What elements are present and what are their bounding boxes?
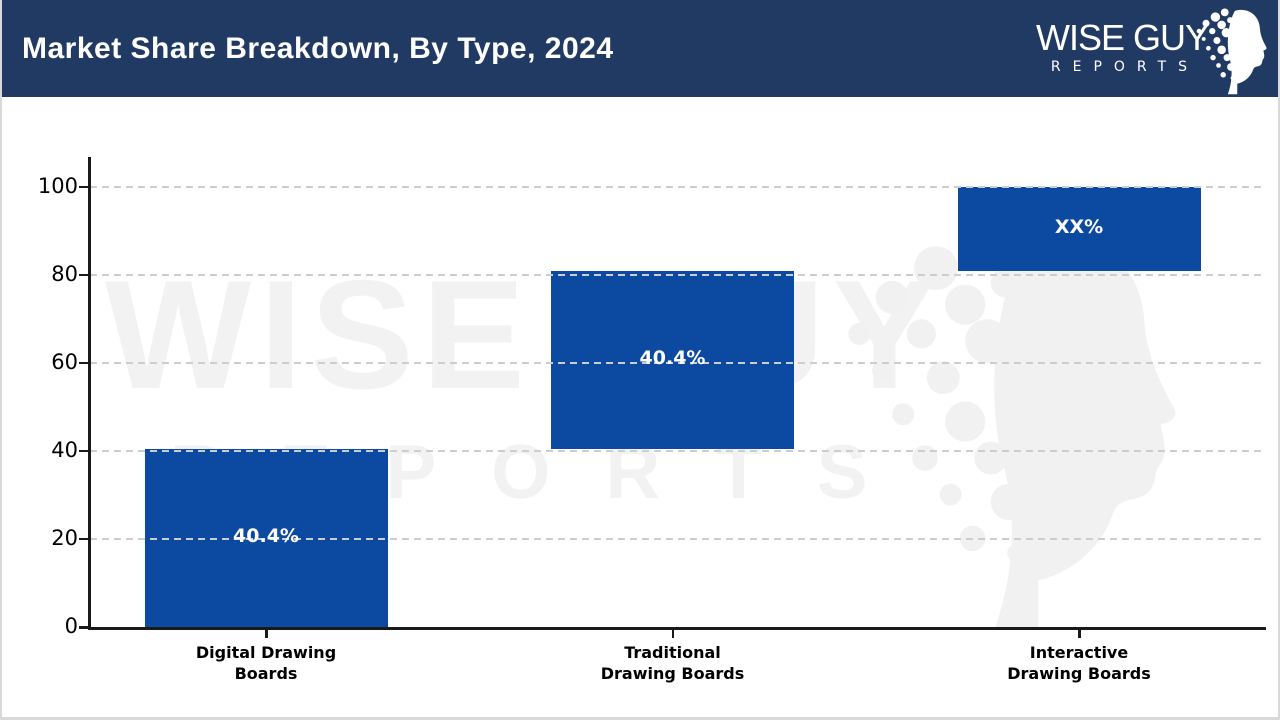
page-title: Market Share Breakdown, By Type, 2024 bbox=[22, 31, 614, 65]
watermark-face-icon bbox=[848, 227, 1176, 630]
y-tick-mark bbox=[79, 626, 90, 629]
x-tick-mark bbox=[671, 629, 674, 638]
gridline bbox=[90, 537, 1264, 540]
y-tick-mark bbox=[79, 537, 90, 541]
bar-value-label: 40.4% bbox=[233, 525, 299, 548]
bar-value-label: 40.4% bbox=[639, 347, 706, 370]
gridline bbox=[90, 449, 1264, 452]
x-axis-spine bbox=[88, 627, 1266, 630]
y-tick-label: 20 bbox=[51, 525, 78, 550]
y-tick-mark bbox=[79, 185, 90, 188]
x-tick-label-line: Interactive bbox=[1029, 643, 1129, 662]
y-tick-mark bbox=[79, 449, 90, 453]
x-tick-label: Digital Drawing Boards bbox=[106, 642, 426, 684]
brand-logo: WISE GUY REPORTS bbox=[1002, 4, 1270, 95]
y-tick-label: 80 bbox=[51, 261, 78, 286]
gridline bbox=[90, 361, 1264, 364]
watermark-brand-text: WISE GUY bbox=[105, 248, 945, 421]
x-tick-label-line: Boards bbox=[234, 664, 298, 683]
x-tick-mark bbox=[265, 629, 268, 638]
gridline bbox=[90, 185, 1264, 188]
x-tick-label-line: Digital Drawing bbox=[195, 643, 337, 662]
x-tick-label-line: Drawing Boards bbox=[600, 664, 745, 683]
brand-name: WISE GUY bbox=[1035, 17, 1209, 58]
y-tick-mark bbox=[79, 361, 90, 365]
y-tick-label: 40 bbox=[51, 437, 78, 462]
chart-area: WISE GUY REPORTS 0 20 40 60 80 100 40.4% 40.4% X… bbox=[2, 97, 1278, 717]
bar-value-label: XX% bbox=[1054, 215, 1104, 238]
y-tick-mark bbox=[79, 273, 90, 277]
bar bbox=[551, 271, 794, 450]
x-tick-mark bbox=[1078, 629, 1081, 638]
y-tick-label: 100 bbox=[37, 173, 78, 198]
bar bbox=[957, 186, 1201, 272]
x-tick-label-line: Drawing Boards bbox=[1007, 664, 1151, 683]
x-tick-label: Interactive Drawing Boards bbox=[919, 642, 1239, 684]
x-tick-label: Traditional Drawing Boards bbox=[513, 642, 833, 684]
wise-guy-face-icon bbox=[1196, 8, 1267, 95]
y-tick-label: 60 bbox=[51, 349, 78, 374]
y-tick-label: 0 bbox=[64, 614, 78, 638]
brand-subtitle: REPORTS bbox=[1050, 59, 1200, 75]
x-tick-label-line: Traditional bbox=[624, 643, 721, 662]
header: Market Share Breakdown, By Type, 2024 WI… bbox=[2, 0, 1278, 97]
gridline bbox=[90, 273, 1264, 276]
brand-logo-text: WISE GUY REPORTS bbox=[1035, 17, 1209, 76]
y-axis-spine bbox=[88, 157, 91, 629]
